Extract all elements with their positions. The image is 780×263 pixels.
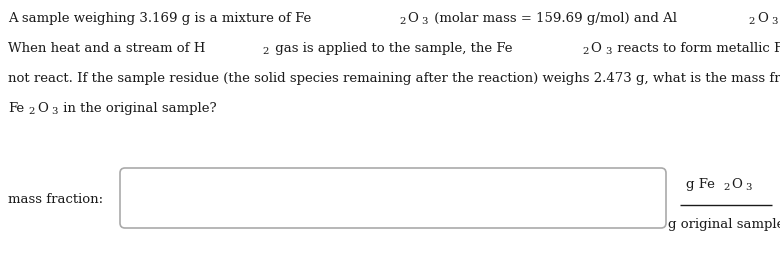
- FancyBboxPatch shape: [120, 168, 666, 228]
- Text: O: O: [590, 42, 601, 55]
- Text: 3: 3: [604, 47, 612, 55]
- Text: 2: 2: [583, 47, 589, 55]
- Text: reacts to form metallic Fe and H: reacts to form metallic Fe and H: [613, 42, 780, 55]
- Text: A sample weighing 3.169 g is a mixture of Fe: A sample weighing 3.169 g is a mixture o…: [8, 12, 311, 25]
- Text: 2: 2: [399, 17, 406, 26]
- Text: g original sample: g original sample: [668, 218, 780, 231]
- Text: (molar mass = 159.69 g/mol) and Al: (molar mass = 159.69 g/mol) and Al: [430, 12, 677, 25]
- Text: 3: 3: [51, 107, 58, 115]
- Text: O: O: [407, 12, 418, 25]
- Text: Fe: Fe: [8, 102, 24, 115]
- Text: mass fraction:: mass fraction:: [8, 193, 103, 206]
- Text: 2: 2: [263, 47, 269, 55]
- Text: 3: 3: [421, 17, 428, 26]
- Text: not react. If the sample residue (the solid species remaining after the reaction: not react. If the sample residue (the so…: [8, 72, 780, 85]
- Text: in the original sample?: in the original sample?: [59, 102, 217, 115]
- Text: 3: 3: [771, 17, 778, 26]
- Text: O: O: [732, 178, 743, 191]
- Text: g Fe: g Fe: [686, 178, 715, 191]
- Text: gas is applied to the sample, the Fe: gas is applied to the sample, the Fe: [271, 42, 512, 55]
- Text: 2: 2: [29, 107, 35, 115]
- Text: 2: 2: [723, 183, 729, 191]
- Text: O: O: [757, 12, 768, 25]
- Text: 2: 2: [749, 17, 755, 26]
- Text: 3: 3: [746, 183, 752, 191]
- Text: When heat and a stream of H: When heat and a stream of H: [8, 42, 205, 55]
- Text: O: O: [37, 102, 48, 115]
